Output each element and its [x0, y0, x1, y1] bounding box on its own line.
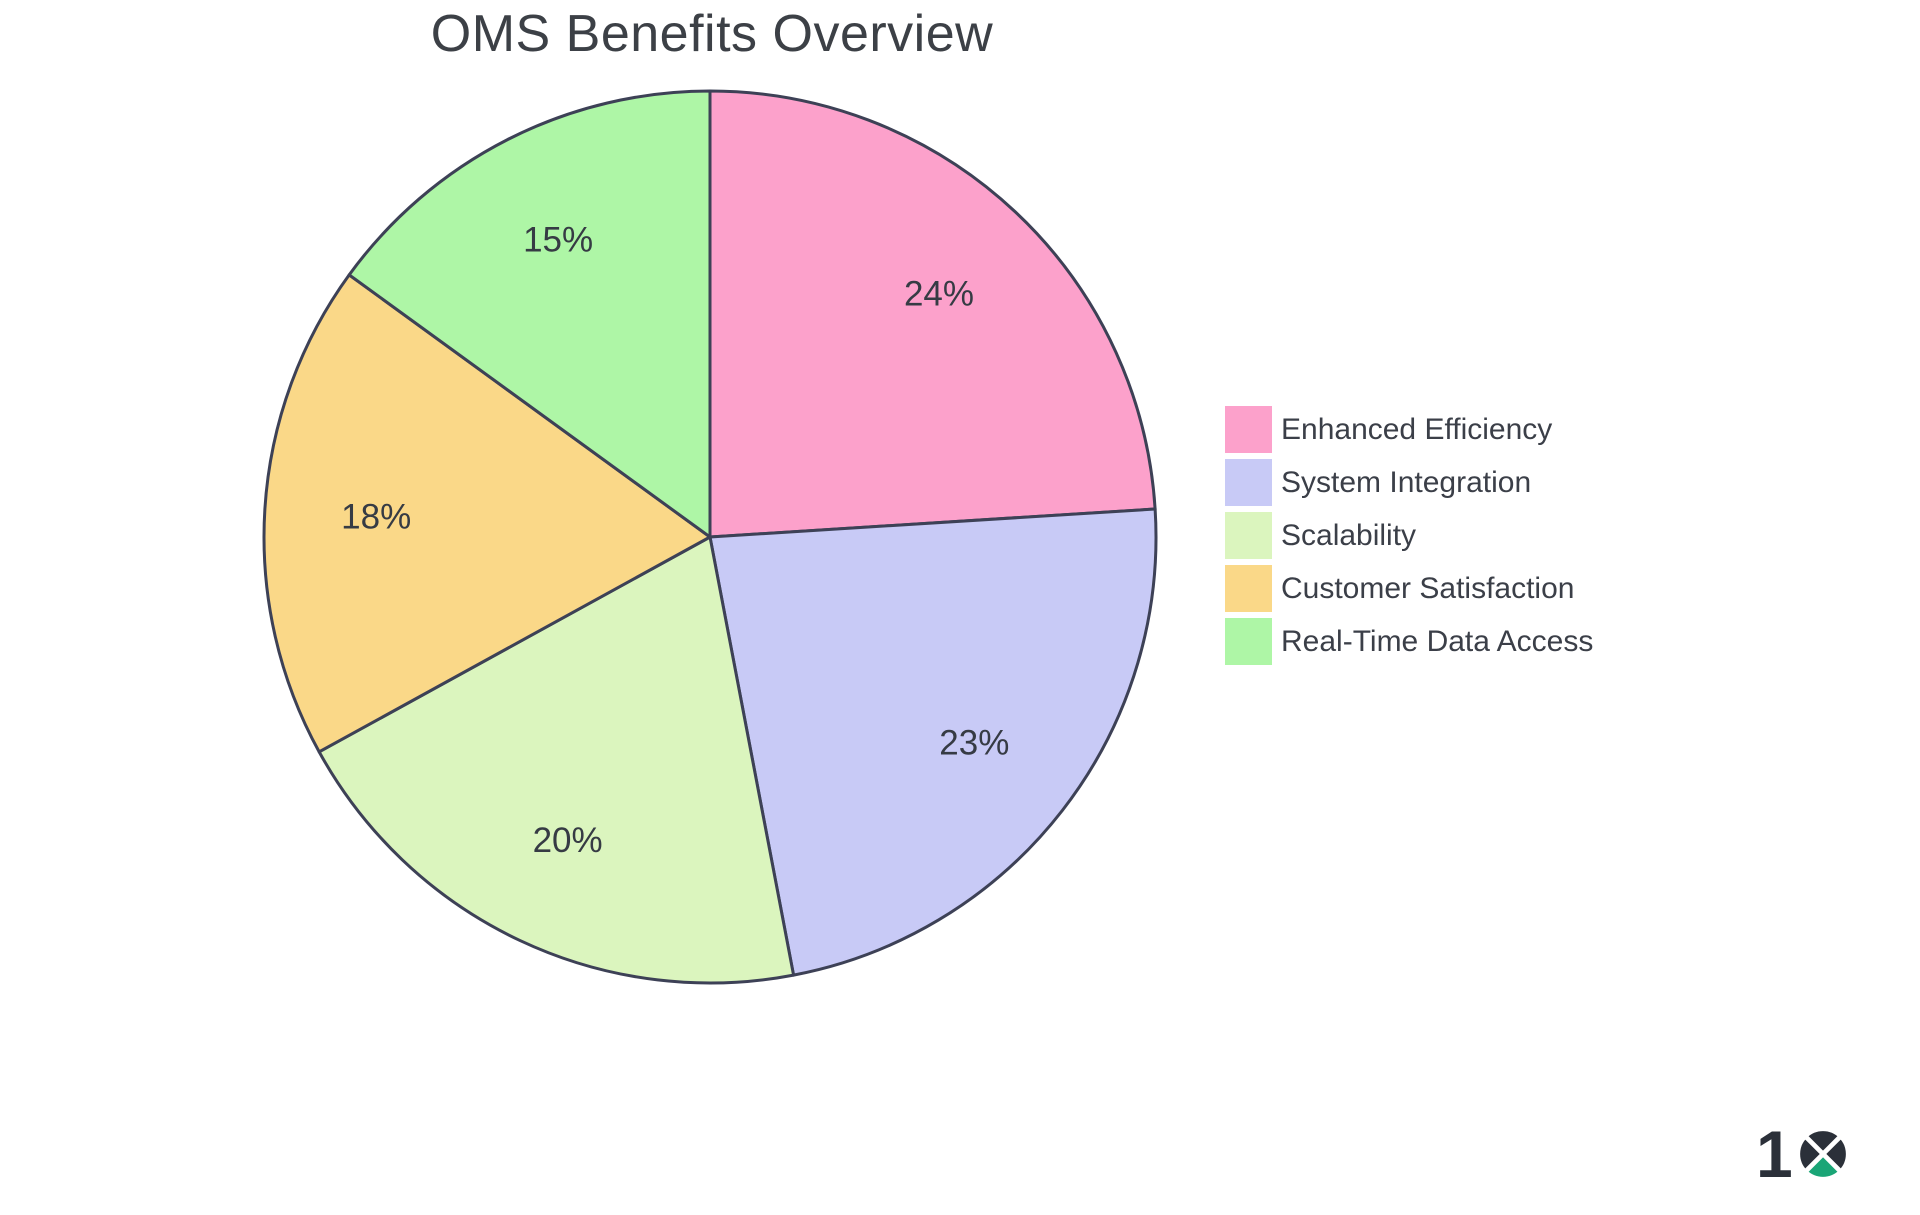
legend-label: Enhanced Efficiency [1281, 412, 1553, 446]
legend-item-real-time-data-access[interactable]: Real-Time Data Access [1225, 618, 1593, 665]
legend-swatch [1225, 512, 1272, 559]
logo-wedge [1795, 1132, 1827, 1176]
pie-slice-percent-label: 20% [533, 821, 603, 860]
pie-slice-customer-satisfaction[interactable] [262, 273, 712, 754]
brand-logo-text: 1 [1756, 1117, 1793, 1191]
legend-item-system-integration[interactable]: System Integration [1225, 459, 1593, 506]
pie-slice-percent-label: 24% [904, 274, 974, 313]
legend-item-scalability[interactable]: Scalability [1225, 512, 1593, 559]
pie-slice-percent-label: 23% [939, 723, 1009, 762]
legend-label: Real-Time Data Access [1281, 624, 1594, 658]
legend-item-enhanced-efficiency[interactable]: Enhanced Efficiency [1225, 406, 1593, 453]
pie-slice-system-integration[interactable] [708, 507, 1158, 977]
legend-swatch [1225, 406, 1272, 453]
legend-label: System Integration [1281, 465, 1532, 499]
legend-label: Customer Satisfaction [1281, 571, 1575, 605]
pie-slice-percent-label: 18% [341, 497, 411, 536]
pie-slice-enhanced-efficiency[interactable] [708, 89, 1157, 539]
pie-slice-percent-label: 15% [523, 220, 593, 259]
legend-swatch [1225, 618, 1272, 665]
legend-label: Scalability [1281, 518, 1417, 552]
brand-logo: 1 [1756, 1117, 1851, 1191]
legend-swatch [1225, 565, 1272, 612]
chart-legend: Enhanced Efficiency System Integration Sca… [1225, 406, 1593, 671]
pie-slice-scalability[interactable] [317, 535, 796, 985]
legend-swatch [1225, 459, 1272, 506]
brand-logo-icon [1795, 1126, 1851, 1182]
legend-item-customer-satisfaction[interactable]: Customer Satisfaction [1225, 565, 1593, 612]
chart-title: OMS Benefits Overview [430, 5, 994, 63]
pie-slice-real-time-data-access[interactable] [347, 89, 712, 539]
